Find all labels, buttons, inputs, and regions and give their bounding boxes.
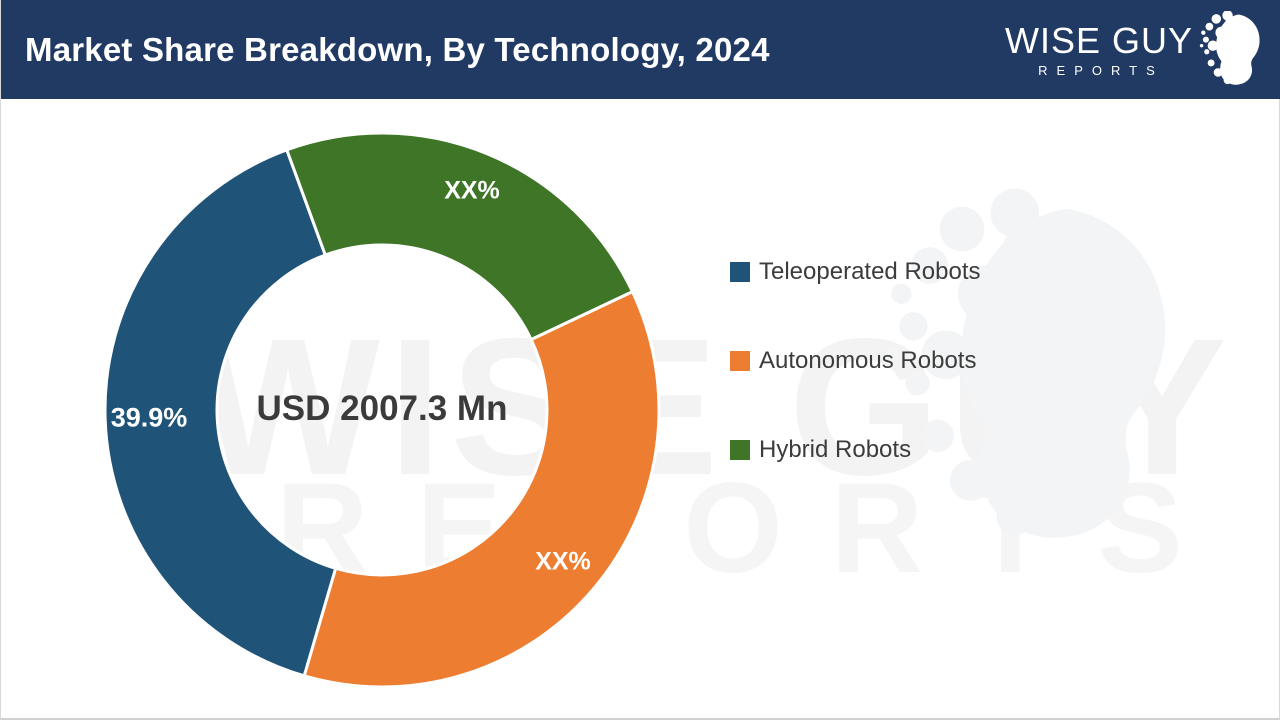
slice-autonomous-robots: [302, 290, 661, 689]
logo-text: WISE GUY REPORTS: [1004, 19, 1193, 78]
logo-subtitle: REPORTS: [1038, 62, 1164, 78]
slice-label-teleoperated: 39.9%: [110, 402, 188, 433]
page-title: Market Share Breakdown, By Technology, 2…: [25, 30, 770, 68]
slice-teleoperated-robots: [103, 148, 338, 678]
chart-legend: Teleoperated Robots Autonomous Robots Hy…: [730, 257, 980, 524]
legend-label: Hybrid Robots: [759, 436, 912, 463]
legend-swatch-teleoperated: [730, 262, 750, 282]
legend-label: Teleoperated Robots: [759, 258, 981, 285]
legend-item-hybrid: Hybrid Robots: [730, 435, 980, 465]
legend-swatch-hybrid: [730, 440, 750, 460]
slice-hybrid-robots: [285, 131, 634, 341]
header: Market Share Breakdown, By Technology, 2…: [1, 0, 1280, 99]
logo-name: WISE GUY: [1004, 19, 1193, 61]
slice-label-autonomous: XX%: [535, 547, 591, 576]
chart-center-value: USD 2007.3 Mn: [256, 389, 508, 428]
slice-label-hybrid: XX%: [444, 176, 500, 205]
legend-item-autonomous: Autonomous Robots: [730, 346, 980, 376]
legend-item-teleoperated: Teleoperated Robots: [730, 257, 980, 287]
wise-guy-logo: WISE GUY REPORTS: [1004, 10, 1263, 89]
legend-swatch-autonomous: [730, 351, 750, 371]
logo-face-icon: [1199, 10, 1260, 85]
legend-label: Autonomous Robots: [759, 347, 977, 374]
